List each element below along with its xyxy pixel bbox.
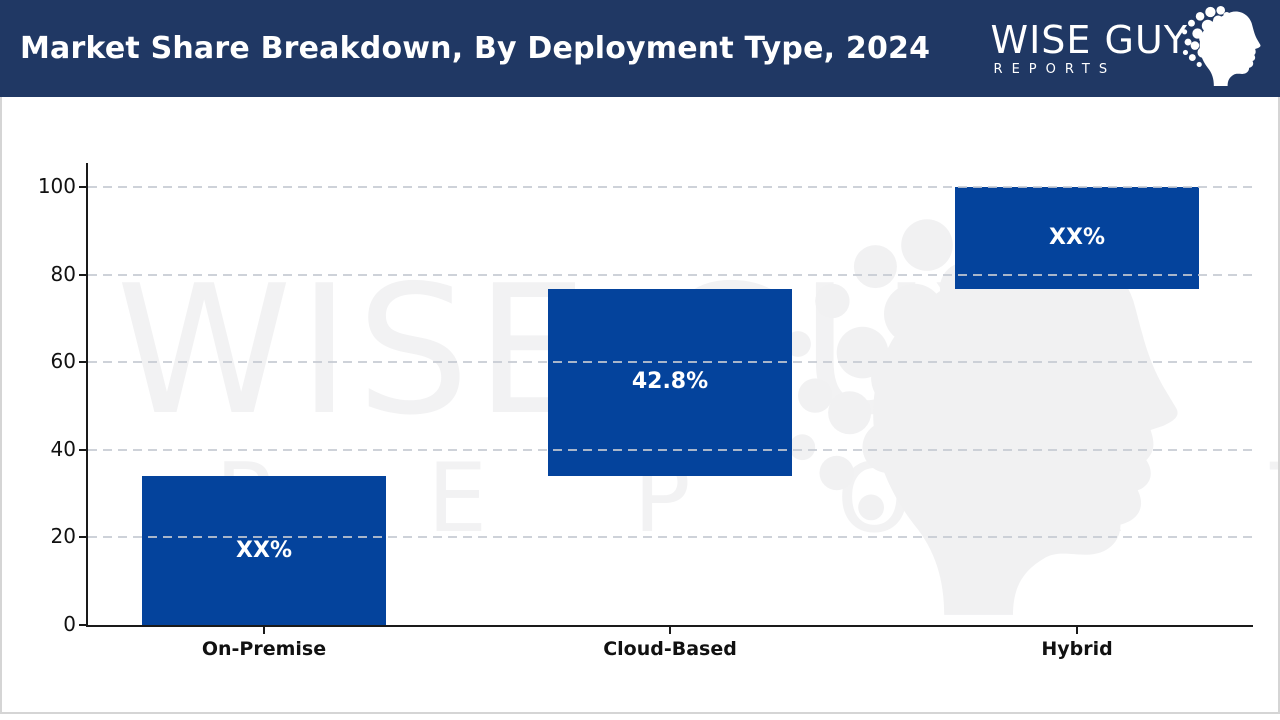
logo-wordmark: WISE GUY bbox=[990, 18, 1188, 62]
bar-value-label: XX% bbox=[236, 537, 292, 563]
y-tick-mark bbox=[79, 273, 87, 276]
bar-value-label: 42.8% bbox=[631, 369, 709, 395]
bar-on-premise bbox=[142, 476, 386, 625]
y-tick-label: 60 bbox=[50, 349, 76, 374]
gridline-100 bbox=[88, 186, 1253, 188]
bar-cloud-based bbox=[548, 288, 792, 477]
logo-subtext: REPORTS bbox=[993, 62, 1117, 77]
logo-face-icon bbox=[1182, 5, 1261, 86]
x-category-label: Hybrid bbox=[1041, 638, 1113, 660]
y-axis-line bbox=[86, 163, 88, 627]
gridline-80 bbox=[88, 273, 1253, 276]
x-axis-line bbox=[86, 625, 1253, 627]
y-tick-mark bbox=[79, 536, 87, 539]
x-tick-mark bbox=[1076, 627, 1078, 634]
x-category-label: Cloud-Based bbox=[603, 638, 737, 660]
page-title: Market Share Breakdown, By Deployment Ty… bbox=[20, 31, 931, 66]
y-tick-mark bbox=[79, 624, 87, 626]
brand-logo-text: WISE GUY REPORTS bbox=[991, 21, 1188, 76]
bar-value-label: XX% bbox=[1049, 224, 1105, 250]
y-tick-mark bbox=[79, 361, 87, 364]
y-tick-mark bbox=[79, 448, 87, 451]
x-tick-mark bbox=[263, 627, 265, 634]
y-tick-label: 100 bbox=[37, 174, 76, 198]
y-tick-mark bbox=[79, 186, 87, 188]
y-tick-label: 40 bbox=[50, 436, 76, 461]
gridline-60 bbox=[88, 361, 1253, 364]
gridline-20 bbox=[88, 536, 1253, 539]
header: Market Share Breakdown, By Deployment Ty… bbox=[0, 0, 1280, 97]
x-category-label: On-Premise bbox=[201, 638, 327, 660]
brand-logo: WISE GUY REPORTS bbox=[991, 5, 1262, 92]
y-tick-label: 0 bbox=[63, 612, 76, 636]
x-tick-mark bbox=[669, 627, 671, 634]
y-tick-label: 20 bbox=[50, 524, 76, 549]
gridline-40 bbox=[88, 448, 1253, 451]
y-tick-label: 80 bbox=[50, 261, 76, 286]
bar-hybrid bbox=[955, 187, 1199, 289]
